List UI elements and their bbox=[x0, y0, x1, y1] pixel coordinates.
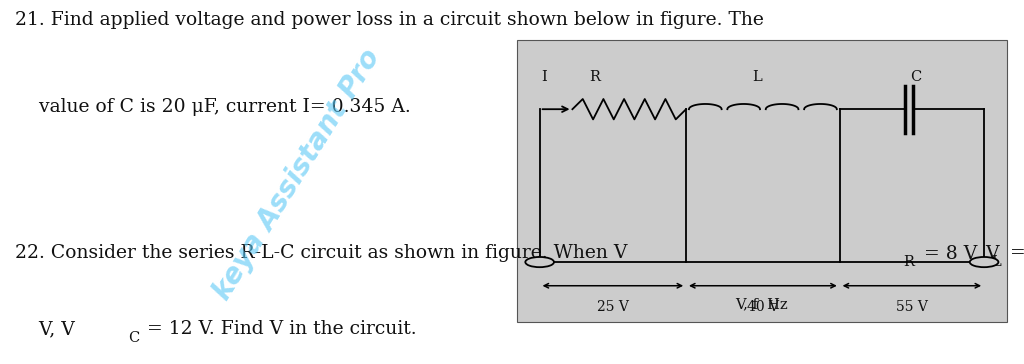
Text: value of C is 20 μF, current I= 0.345 A.: value of C is 20 μF, current I= 0.345 A. bbox=[15, 98, 411, 116]
Text: = 18: = 18 bbox=[1004, 244, 1024, 262]
Text: keya Assistant Pro: keya Assistant Pro bbox=[208, 44, 386, 305]
Circle shape bbox=[970, 257, 998, 267]
Text: I: I bbox=[542, 70, 548, 84]
Text: C: C bbox=[128, 331, 139, 345]
Text: L: L bbox=[991, 255, 1001, 269]
Text: R: R bbox=[589, 70, 600, 84]
Text: 25 V: 25 V bbox=[597, 300, 629, 314]
Text: L: L bbox=[753, 70, 763, 84]
Text: V, V: V, V bbox=[15, 320, 75, 338]
Circle shape bbox=[525, 257, 554, 267]
Text: 55 V: 55 V bbox=[896, 300, 928, 314]
Text: 22. Consider the series R-L-C circuit as shown in figure. When V: 22. Consider the series R-L-C circuit as… bbox=[15, 244, 628, 262]
Text: 40 V: 40 V bbox=[746, 300, 779, 314]
Text: 21. Find applied voltage and power loss in a circuit shown below in figure. The: 21. Find applied voltage and power loss … bbox=[15, 11, 764, 29]
Text: C: C bbox=[909, 70, 921, 84]
Text: = 8 V, V: = 8 V, V bbox=[918, 244, 999, 262]
Bar bbox=[517, 40, 1007, 322]
Text: V, f  Hz: V, f Hz bbox=[735, 297, 788, 311]
Text: = 12 V. Find V in the circuit.: = 12 V. Find V in the circuit. bbox=[141, 320, 417, 338]
Text: R: R bbox=[903, 255, 914, 269]
